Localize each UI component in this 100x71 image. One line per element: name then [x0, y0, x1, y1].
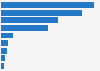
Bar	[1, 55, 5, 61]
Bar	[1, 33, 12, 38]
Bar	[1, 2, 94, 8]
Bar	[1, 40, 8, 46]
Bar	[1, 48, 7, 54]
Bar	[1, 17, 58, 23]
Bar	[1, 10, 82, 16]
Bar	[1, 63, 4, 69]
Bar	[1, 25, 48, 31]
